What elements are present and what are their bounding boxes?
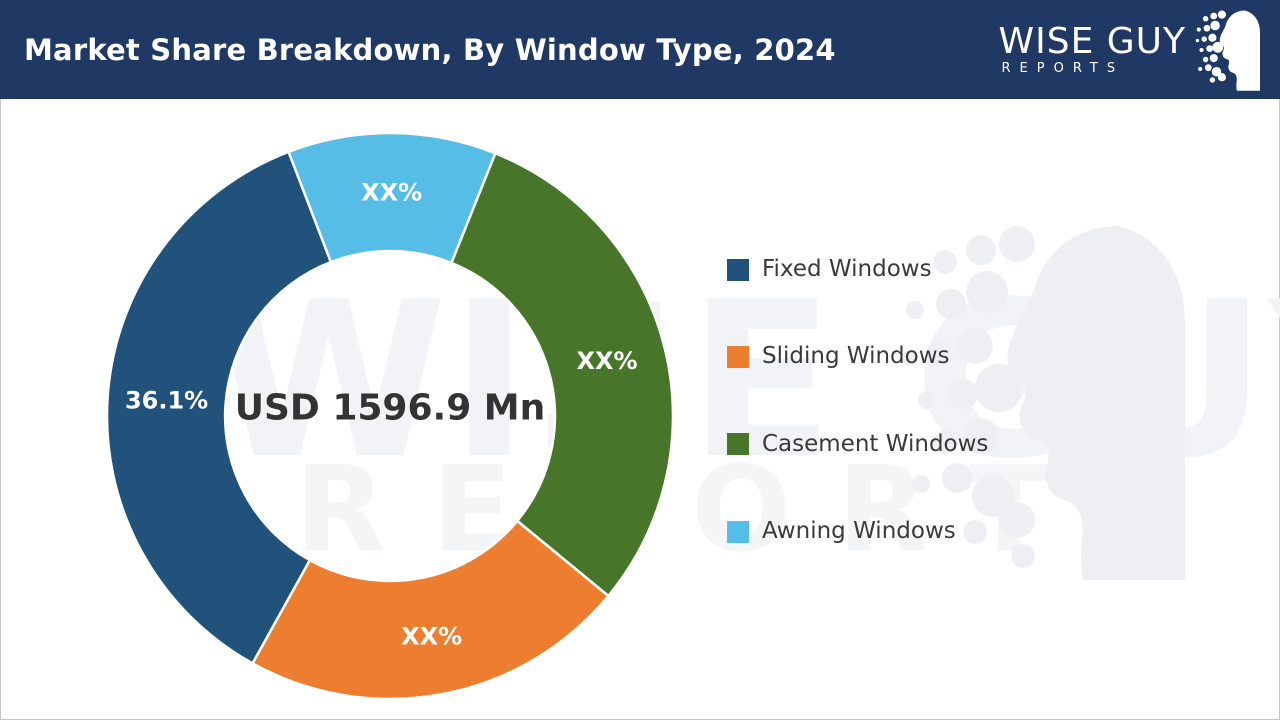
legend-item-awning-windows: Awning Windows — [727, 517, 988, 544]
slice-label-fixed-windows: 36.1% — [125, 387, 208, 415]
legend-item-sliding-windows: Sliding Windows — [727, 343, 988, 370]
chart-center-value: USD 1596.9 Mn — [234, 387, 546, 429]
legend-item-casement-windows: Casement Windows — [727, 430, 989, 457]
legend-label-awning-windows: Awning Windows — [762, 517, 956, 544]
slice-label-sliding-windows: XX% — [401, 623, 462, 651]
donut-slice-fixed-windows — [105, 150, 333, 666]
legend-item-fixed-windows: Fixed Windows — [727, 256, 988, 282]
legend-swatch-casement-windows — [727, 433, 749, 456]
header-bar: Market Share Breakdown, By Window Type, … — [0, 0, 1280, 99]
watermark-head-icon — [901, 226, 1185, 580]
slice-label-casement-windows: XX% — [576, 347, 637, 375]
logo-head-icon — [1195, 10, 1260, 91]
brand-logo: WISE GUY REPORTS — [998, 9, 1260, 91]
legend-label-casement-windows: Casement Windows — [762, 430, 989, 457]
chart-legend: Fixed Windows Sliding Windows Casement Win… — [727, 256, 989, 544]
page-title: Market Share Breakdown, By Window Type, … — [24, 32, 836, 67]
logo-wordmark: WISE GUY — [998, 20, 1186, 62]
legend-label-fixed-windows: Fixed Windows — [762, 256, 932, 282]
logo-reports-label: REPORTS — [1001, 61, 1125, 77]
legend-swatch-fixed-windows — [727, 258, 749, 281]
legend-label-sliding-windows: Sliding Windows — [762, 343, 950, 370]
legend-swatch-awning-windows — [727, 520, 749, 543]
donut-slice-sliding-windows — [250, 519, 611, 701]
slice-label-awning-windows: XX% — [361, 178, 422, 206]
donut-slice-awning-windows — [286, 131, 497, 265]
donut-slice-casement-windows — [449, 151, 675, 598]
donut-chart: 36.1% XX% XX% XX% — [105, 131, 675, 701]
legend-swatch-sliding-windows — [727, 345, 749, 368]
